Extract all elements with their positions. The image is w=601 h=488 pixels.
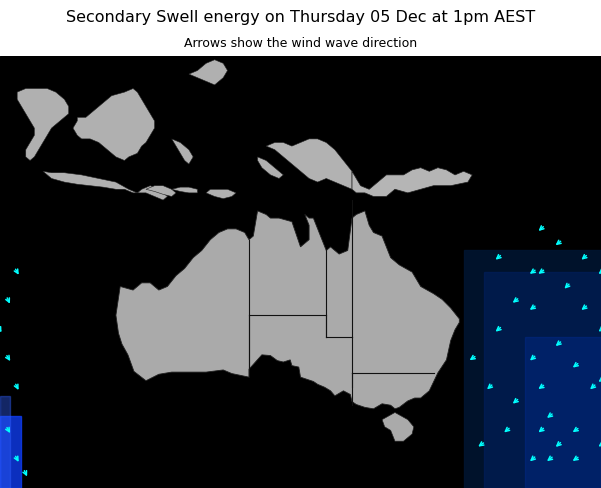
Text: Arrows show the wind wave direction: Arrows show the wind wave direction [184,37,417,50]
Polygon shape [189,60,228,85]
Polygon shape [138,186,168,200]
Polygon shape [206,189,236,199]
Bar [484,272,601,488]
Bar [525,337,601,488]
Polygon shape [172,187,198,193]
Polygon shape [258,157,283,179]
Polygon shape [73,88,154,161]
Polygon shape [17,88,69,161]
Polygon shape [146,186,176,197]
Polygon shape [43,171,138,193]
Bar [0,396,10,488]
Polygon shape [116,211,459,409]
Polygon shape [266,139,352,189]
Bar [0,416,20,488]
Text: Secondary Swell energy on Thursday 05 Dec at 1pm AEST: Secondary Swell energy on Thursday 05 De… [66,10,535,25]
Bar [463,250,601,488]
Polygon shape [382,412,414,441]
Polygon shape [352,168,472,197]
Polygon shape [172,139,193,164]
